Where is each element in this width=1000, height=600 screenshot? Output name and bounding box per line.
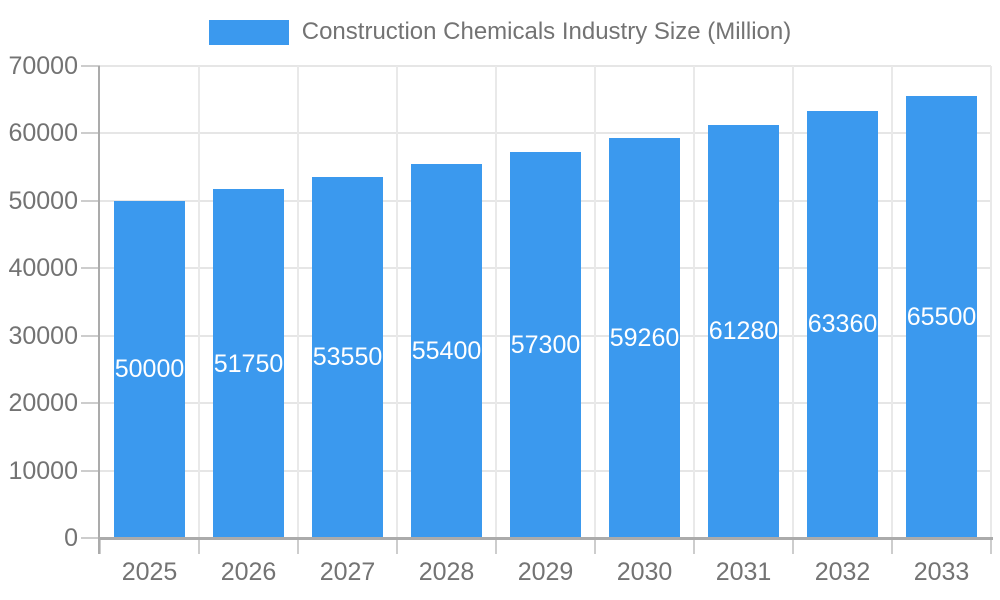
x-tick-label: 2031: [715, 558, 772, 586]
bar[interactable]: 59260: [609, 138, 680, 538]
x-axis-tick: [693, 538, 695, 554]
bar[interactable]: 61280: [708, 124, 779, 538]
x-axis-tick: [891, 538, 893, 554]
x-tick-label: 2029: [517, 558, 574, 586]
legend-swatch-icon: [208, 19, 289, 45]
gridline-vertical: [594, 66, 596, 538]
y-axis-tick: [81, 199, 100, 202]
x-axis-tick: [594, 538, 596, 554]
bar-value-label: 65500: [906, 303, 977, 332]
bar[interactable]: 57300: [510, 151, 581, 538]
y-tick-label: 50000: [8, 186, 78, 215]
gridline-vertical: [792, 66, 794, 538]
x-axis-tick: [198, 538, 200, 554]
legend-item[interactable]: Construction Chemicals Industry Size (Mi…: [208, 18, 792, 46]
bar-value-label: 61280: [708, 317, 779, 346]
gridline-vertical: [396, 66, 398, 538]
x-axis-tick: [297, 538, 299, 554]
gridline-vertical: [891, 66, 893, 538]
bar-value-label: 50000: [114, 355, 185, 384]
y-tick-label: 30000: [8, 321, 78, 350]
x-tick-label: 2027: [319, 558, 376, 586]
y-axis-tick: [81, 132, 100, 135]
y-tick-label: 60000: [8, 119, 78, 148]
bar-value-label: 55400: [411, 337, 482, 366]
y-axis-tick: [81, 469, 100, 472]
y-tick-label: 0: [64, 524, 78, 552]
bar[interactable]: 50000: [114, 200, 185, 538]
gridline-horizontal: [100, 65, 991, 67]
x-tick-label: 2032: [814, 558, 871, 586]
y-axis-tick: [81, 65, 100, 67]
gridline-vertical: [495, 66, 497, 538]
bar-value-label: 59260: [609, 324, 680, 353]
y-axis-tick: [81, 402, 100, 405]
x-axis-line: [98, 537, 993, 540]
x-axis-tick: [99, 538, 101, 554]
y-tick-label: 10000: [8, 456, 78, 485]
bar-value-label: 53550: [312, 343, 383, 372]
y-tick-label: 40000: [8, 254, 78, 283]
gridline-horizontal: [100, 132, 991, 135]
chart-legend: Construction Chemicals Industry Size (Mi…: [0, 12, 1000, 52]
bar[interactable]: 55400: [411, 164, 482, 538]
bar[interactable]: 51750: [213, 189, 284, 538]
y-axis-line: [98, 66, 100, 554]
x-tick-label: 2030: [616, 558, 673, 586]
x-tick-label: 2026: [220, 558, 277, 586]
x-tick-label: 2025: [121, 558, 178, 586]
gridline-vertical: [990, 66, 992, 538]
y-tick-label: 70000: [8, 52, 78, 80]
y-axis-tick: [81, 334, 100, 337]
bar[interactable]: 65500: [906, 96, 977, 538]
x-tick-label: 2033: [913, 558, 970, 586]
x-axis-tick: [792, 538, 794, 554]
gridline-vertical: [198, 66, 200, 538]
y-axis-tick: [81, 537, 100, 539]
gridline-vertical: [297, 66, 299, 538]
x-axis-tick: [495, 538, 497, 554]
bar[interactable]: 53550: [312, 176, 383, 538]
bar[interactable]: 63360: [807, 110, 878, 538]
bar-value-label: 57300: [510, 330, 581, 359]
y-axis-tick: [81, 267, 100, 270]
gridline-vertical: [693, 66, 695, 538]
x-axis-tick: [396, 538, 398, 554]
x-tick-label: 2028: [418, 558, 475, 586]
x-axis-tick: [990, 538, 992, 554]
bar-value-label: 51750: [213, 349, 284, 378]
legend-label: Construction Chemicals Industry Size (Mi…: [301, 18, 792, 45]
bar-value-label: 63360: [807, 310, 878, 339]
y-tick-label: 20000: [8, 389, 78, 418]
